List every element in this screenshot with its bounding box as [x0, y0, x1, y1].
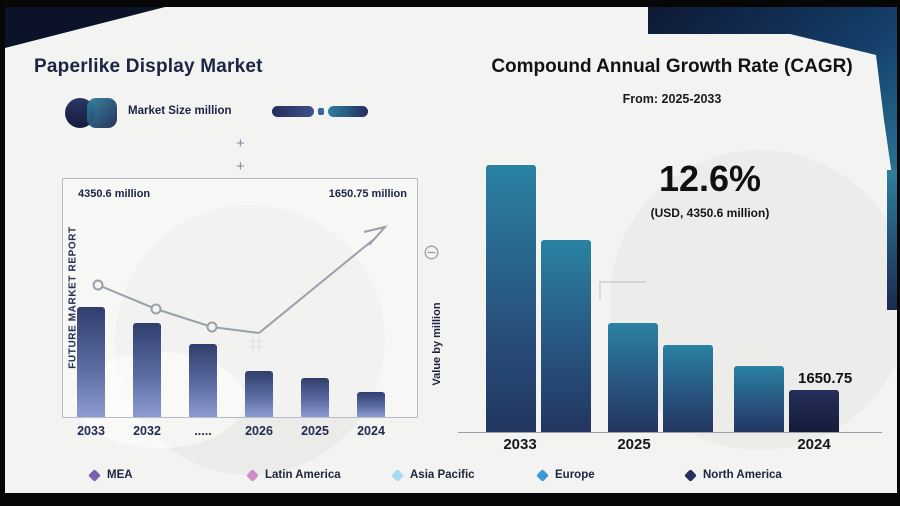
right-chart-y-axis-label: Value by million: [431, 302, 443, 386]
left-chart-plot-area: 4350.6 million 1650.75 million FUTURE MA…: [62, 178, 418, 418]
frame-bottom: [0, 493, 900, 506]
market-size-icon: [65, 98, 117, 128]
left-chart-xlabel: 2025: [301, 424, 329, 438]
legend-item-mea: MEA: [88, 467, 133, 483]
left-chart-xlabel: .....: [194, 424, 212, 438]
right-bar-2033-bar-b: [541, 240, 591, 433]
right-bar-2024-bar-b: [789, 390, 839, 433]
frame-left: [0, 0, 5, 506]
decor-corner-triangle: [5, 7, 165, 48]
legend-item-north-america: North America: [684, 467, 782, 483]
legend-item-asia-pacific: Asia Pacific: [391, 467, 475, 483]
cagr-note: (USD, 4350.6 million): [650, 206, 770, 220]
legend-item-label: Europe: [555, 469, 595, 481]
legend-diamond-icon: [684, 468, 697, 482]
legend-diamond-icon: [246, 468, 259, 482]
plus-icon: +: [236, 135, 245, 152]
right-chart-title: Compound Annual Growth Rate (CAGR): [491, 56, 853, 77]
cagr-value: 12.6%: [658, 158, 762, 199]
frame-top: [0, 0, 900, 7]
left-chart-max-value: 4350.6 million: [78, 188, 151, 200]
left-chart-xlabel: 2024: [357, 424, 385, 438]
legend-item-label: MEA: [107, 469, 133, 481]
legend-item-label: North America: [703, 469, 782, 481]
legend-pill-icon: [272, 106, 314, 117]
left-chart-xlabel: 2032: [133, 424, 161, 438]
trend-line-and-arrow-icon: [92, 225, 388, 334]
left-chart-xlabels: 2033 2032..... 2026 2025 2024: [63, 424, 417, 440]
legend-pill-icon-2: [328, 106, 368, 117]
decor-edge-strip: [887, 170, 897, 310]
left-chart-title: Paperlike Display Market: [34, 56, 263, 77]
left-chart-xlabel: 2033: [77, 424, 105, 438]
right-chart-xlabel: 2025: [617, 436, 651, 453]
right-bar-2033-bar-a: [486, 165, 536, 433]
right-bar-2025-bar-a: [608, 323, 658, 433]
right-chart-subtitle: From: 2025-2033: [622, 92, 722, 106]
legend-diamond-icon: [536, 468, 549, 482]
legend-diamond-icon: [88, 468, 101, 482]
legend-item-label: Asia Pacific: [410, 469, 475, 481]
right-chart-xlabel: 2033: [503, 436, 537, 453]
legend-item-europe: Europe: [536, 467, 595, 483]
legend-item-label: Latin America: [265, 469, 341, 481]
legend-pill-separator-icon: [318, 108, 324, 115]
legend-diamond-icon: [391, 468, 404, 482]
right-bar-2024-bar-a: [734, 366, 784, 433]
left-chart-min-value: 1650.75 million: [328, 188, 407, 200]
market-size-legend-label: Market Size million: [128, 105, 232, 117]
legend-item-latin-america: Latin America: [246, 467, 341, 483]
right-chart-xlabel: 2024: [797, 436, 831, 453]
left-chart-xlabel: 2026: [245, 424, 273, 438]
minus-circle-icon: [424, 245, 439, 260]
right-bar-2025-bar-b: [663, 345, 713, 433]
step-icon: [599, 281, 646, 300]
right-chart-x-axis: [458, 432, 882, 433]
plus-icon: +: [236, 158, 245, 175]
bar-value-annotation: 1650.75: [798, 370, 853, 387]
